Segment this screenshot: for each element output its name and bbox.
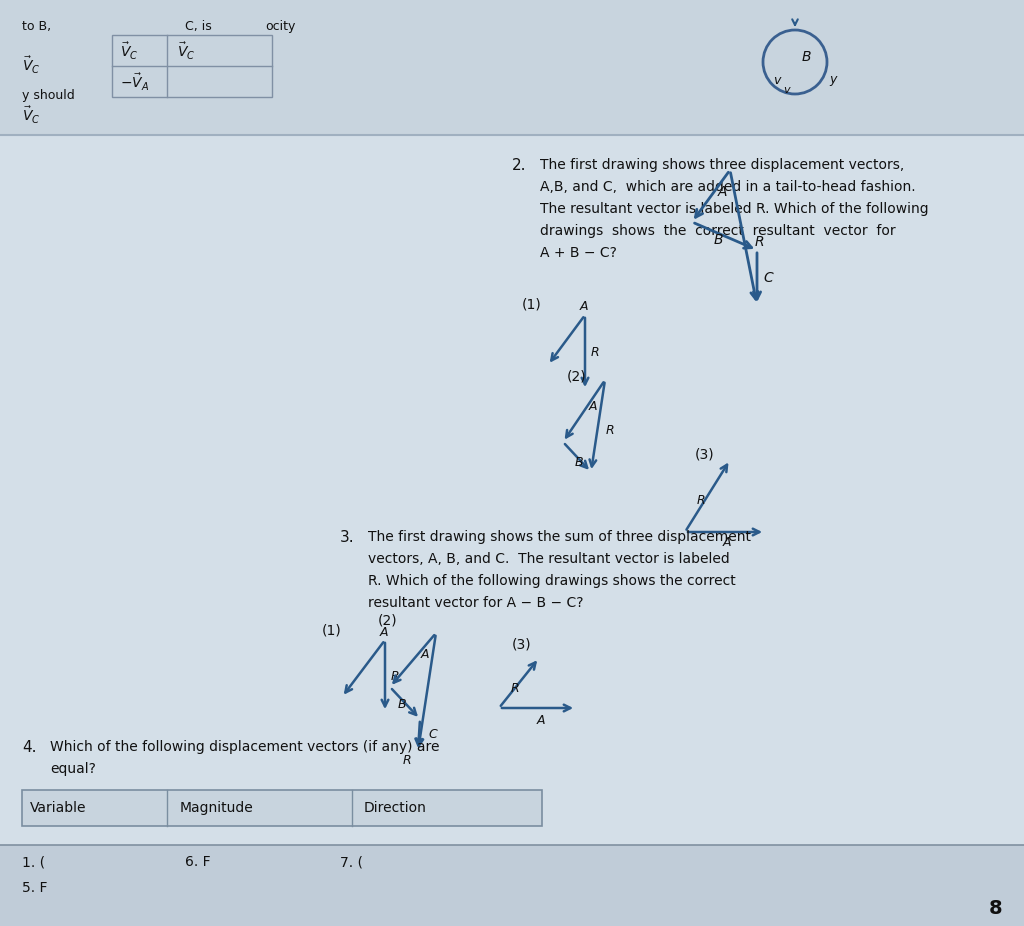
Text: (3): (3) [512, 638, 531, 652]
Text: 6. F: 6. F [185, 855, 211, 869]
Text: drawings  shows  the  correct  resultant  vector  for: drawings shows the correct resultant vec… [540, 224, 896, 238]
Text: $\vec{V}_C$: $\vec{V}_C$ [120, 41, 138, 61]
Text: $\vec{V}_C$: $\vec{V}_C$ [22, 55, 40, 76]
Text: 3.: 3. [340, 530, 354, 545]
Bar [22, 790, 542, 826]
Text: Which of the following displacement vectors (if any) are: Which of the following displacement vect… [50, 740, 439, 754]
Text: R: R [697, 494, 706, 507]
Text: vectors, A, B, and C.  The resultant vector is labeled: vectors, A, B, and C. The resultant vect… [368, 552, 730, 566]
Text: C, is: C, is [185, 20, 212, 33]
Bar [0, 845, 1024, 926]
Text: 5. F: 5. F [22, 881, 47, 895]
Text: R: R [591, 345, 600, 358]
Text: v: v [773, 73, 780, 86]
Text: y should: y should [22, 89, 75, 102]
Text: R: R [755, 235, 765, 249]
Text: The resultant vector is labeled R. Which of the following: The resultant vector is labeled R. Which… [540, 202, 929, 216]
Text: ocity: ocity [265, 20, 295, 33]
Text: Variable: Variable [30, 801, 86, 815]
Text: $\vec{V}_C$: $\vec{V}_C$ [22, 105, 40, 126]
Text: (3): (3) [695, 448, 715, 462]
Text: (1): (1) [522, 298, 542, 312]
Text: (2): (2) [567, 370, 587, 384]
Text: B: B [802, 50, 811, 64]
Text: resultant vector for A − B − C?: resultant vector for A − B − C? [368, 596, 584, 610]
Text: A: A [580, 301, 589, 314]
Bar [0, 0, 1024, 135]
Text: (2): (2) [378, 613, 397, 627]
Text: Direction: Direction [364, 801, 427, 815]
Text: 1. (: 1. ( [22, 855, 45, 869]
Text: A,B, and C,  which are added in a tail-to-head fashion.: A,B, and C, which are added in a tail-to… [540, 180, 915, 194]
Text: to B,: to B, [22, 20, 51, 33]
Text: A: A [537, 714, 546, 727]
Text: B: B [575, 456, 584, 469]
Text: (1): (1) [322, 623, 342, 637]
Text: 8: 8 [988, 898, 1002, 918]
Text: C: C [763, 271, 773, 285]
Text: 4.: 4. [22, 740, 37, 755]
Text: $-\vec{V}_A$: $-\vec{V}_A$ [120, 71, 150, 93]
Text: $\vec{V}_C$: $\vec{V}_C$ [177, 41, 196, 61]
Text: R: R [403, 755, 412, 768]
Text: C: C [428, 729, 437, 742]
Text: R: R [606, 424, 614, 437]
Text: B: B [714, 233, 724, 247]
Text: y: y [829, 73, 837, 86]
Text: A: A [589, 399, 597, 412]
Text: A: A [723, 535, 731, 548]
Text: v: v [783, 85, 790, 95]
Text: R: R [391, 669, 399, 682]
Text: R: R [511, 682, 519, 694]
Text: equal?: equal? [50, 762, 96, 776]
Text: The first drawing shows three displacement vectors,: The first drawing shows three displaceme… [540, 158, 904, 172]
Text: A + B − C?: A + B − C? [540, 246, 616, 260]
Text: A: A [718, 185, 727, 199]
Text: A: A [380, 625, 388, 639]
Text: B: B [398, 698, 407, 711]
Text: Magnitude: Magnitude [180, 801, 254, 815]
Text: A: A [421, 648, 429, 661]
Text: 7. (: 7. ( [340, 855, 362, 869]
Text: The first drawing shows the sum of three displacement: The first drawing shows the sum of three… [368, 530, 751, 544]
Text: R. Which of the following drawings shows the correct: R. Which of the following drawings shows… [368, 574, 736, 588]
Text: 2.: 2. [512, 158, 526, 173]
Bar [112, 35, 272, 97]
